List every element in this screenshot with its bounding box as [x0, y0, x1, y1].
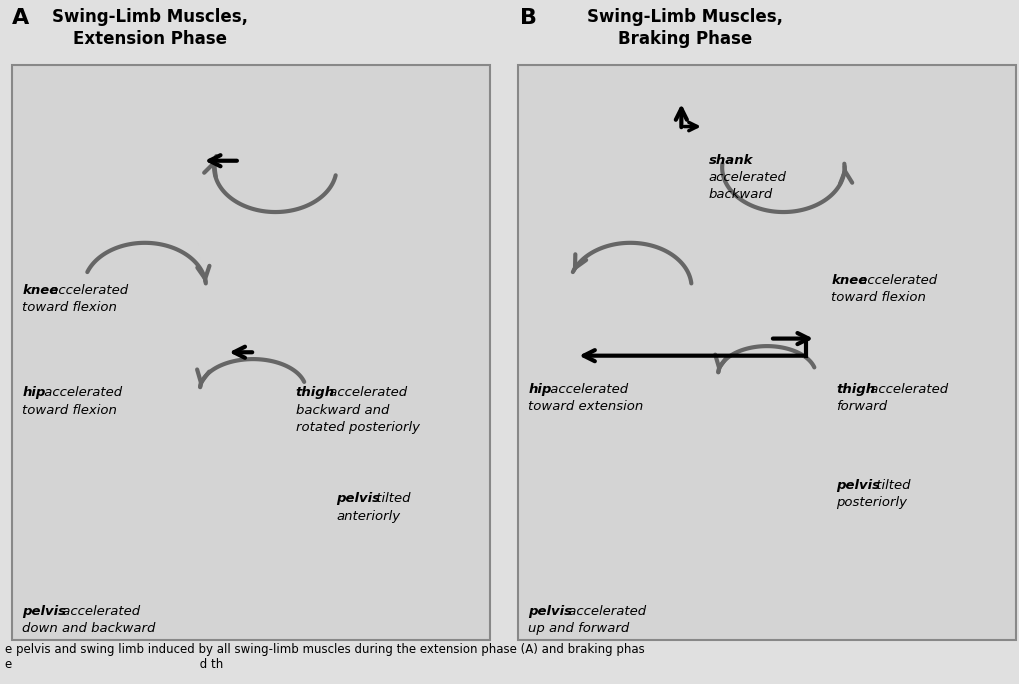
Text: knee: knee [22, 284, 59, 297]
Text: hip: hip [22, 386, 46, 399]
Text: B: B [520, 8, 536, 28]
Bar [518, 65, 1015, 640]
Text: anteriorly: anteriorly [336, 510, 400, 523]
Text: pelvis: pelvis [336, 492, 380, 505]
Text: Swing-Limb Muscles,
Braking Phase: Swing-Limb Muscles, Braking Phase [586, 8, 783, 48]
Text: tilted: tilted [372, 492, 410, 505]
Text: thigh: thigh [836, 383, 874, 396]
Text: toward flexion: toward flexion [22, 301, 117, 314]
Text: accelerated: accelerated [708, 171, 786, 184]
Text: toward flexion: toward flexion [22, 404, 117, 417]
Text: pelvis: pelvis [22, 605, 66, 618]
Text: accelerated: accelerated [325, 386, 407, 399]
Text: A: A [12, 8, 30, 28]
Text: accelerated: accelerated [865, 383, 947, 396]
Text: e pelvis and swing limb induced by all swing-limb muscles during the extension p: e pelvis and swing limb induced by all s… [5, 643, 644, 656]
Text: accelerated: accelerated [40, 386, 122, 399]
Text: pelvis: pelvis [836, 479, 879, 492]
Text: accelerated: accelerated [564, 605, 645, 618]
Text: rotated posteriorly: rotated posteriorly [296, 421, 420, 434]
Text: shank: shank [708, 154, 753, 167]
Text: down and backward: down and backward [22, 622, 156, 635]
Text: forward: forward [836, 400, 887, 413]
Text: backward: backward [708, 188, 772, 201]
Text: pelvis: pelvis [528, 605, 572, 618]
Text: hip: hip [528, 383, 551, 396]
Bar [12, 65, 489, 640]
Text: knee: knee [830, 274, 867, 287]
Text: accelerated: accelerated [58, 605, 140, 618]
Text: up and forward: up and forward [528, 622, 629, 635]
Text: backward and: backward and [296, 404, 389, 417]
Text: toward flexion: toward flexion [830, 291, 925, 304]
Text: accelerated: accelerated [854, 274, 936, 287]
Text: thigh: thigh [296, 386, 334, 399]
Text: e                                                  d th: e d th [5, 658, 223, 671]
Text: Swing-Limb Muscles,
Extension Phase: Swing-Limb Muscles, Extension Phase [52, 8, 248, 48]
Text: posteriorly: posteriorly [836, 496, 907, 509]
Text: toward extension: toward extension [528, 400, 643, 413]
Text: accelerated: accelerated [46, 284, 128, 297]
Text: accelerated: accelerated [545, 383, 628, 396]
Text: tilted: tilted [871, 479, 909, 492]
